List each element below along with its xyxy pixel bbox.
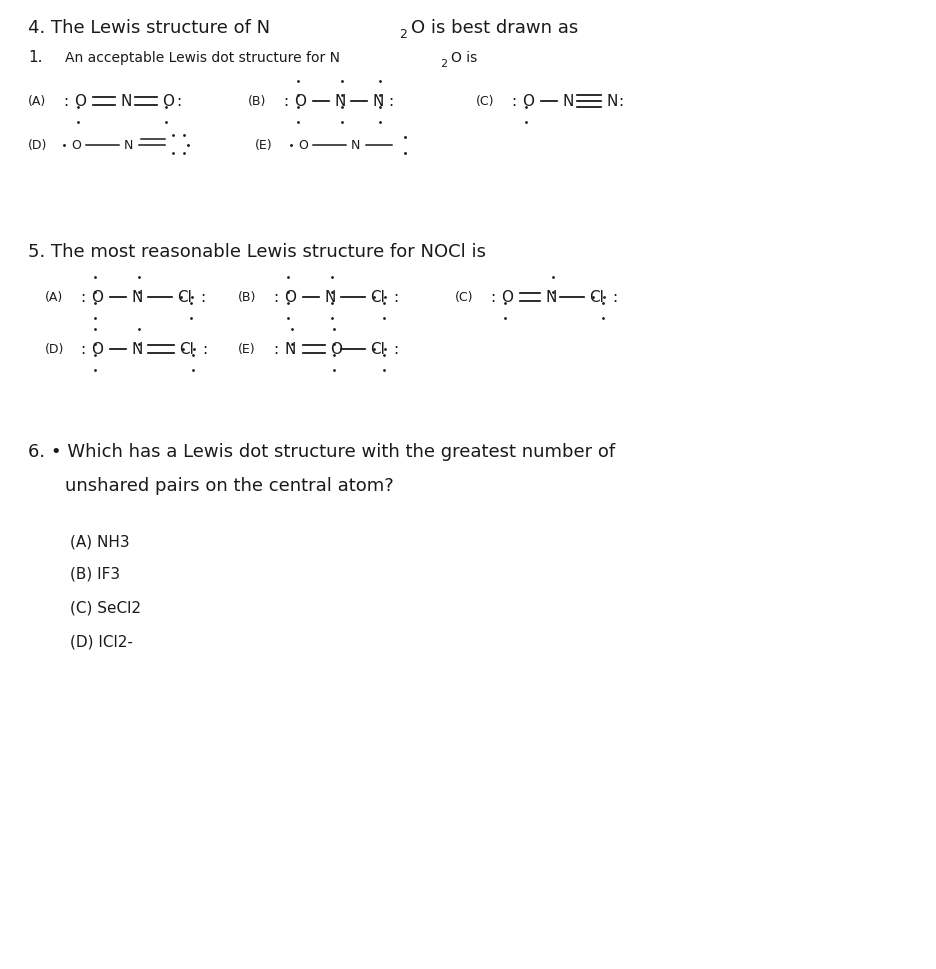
Text: :: :	[176, 94, 182, 109]
Text: Cl: Cl	[177, 290, 192, 305]
Text: :: :	[612, 290, 617, 305]
Text: O: O	[298, 140, 308, 152]
Text: 2: 2	[399, 28, 407, 42]
Text: (C): (C)	[476, 95, 494, 109]
Text: :: :	[273, 342, 278, 358]
Text: 2: 2	[440, 59, 447, 70]
Text: Cl: Cl	[589, 290, 604, 305]
Text: N: N	[606, 94, 618, 109]
Text: N: N	[372, 94, 384, 109]
Text: N: N	[334, 94, 345, 109]
Text: (C) SeCl2: (C) SeCl2	[70, 600, 141, 615]
Text: N: N	[124, 140, 133, 152]
Text: O: O	[71, 140, 80, 152]
Text: (B): (B)	[238, 292, 256, 304]
Text: O is best drawn as: O is best drawn as	[411, 19, 578, 37]
Text: O: O	[162, 94, 174, 109]
Text: Cl: Cl	[370, 342, 385, 358]
Text: (C): (C)	[455, 292, 474, 304]
Text: 1.: 1.	[28, 50, 42, 66]
Text: N: N	[351, 140, 360, 152]
Text: N: N	[120, 94, 131, 109]
Text: Cl: Cl	[370, 290, 385, 305]
Text: :: :	[80, 342, 85, 358]
Text: :: :	[393, 290, 398, 305]
Text: :: :	[202, 342, 207, 358]
Text: N: N	[562, 94, 574, 109]
Text: Cl: Cl	[179, 342, 194, 358]
Text: O: O	[91, 342, 103, 358]
Text: (B): (B)	[248, 95, 267, 109]
Text: (E): (E)	[238, 343, 256, 357]
Text: 6. • Which has a Lewis dot structure with the greatest number of: 6. • Which has a Lewis dot structure wit…	[28, 443, 615, 460]
Text: O: O	[91, 290, 103, 305]
Text: (A): (A)	[45, 292, 64, 304]
Text: (B) IF3: (B) IF3	[70, 566, 120, 580]
Text: :: :	[200, 290, 205, 305]
Text: :: :	[490, 290, 495, 305]
Text: O: O	[74, 94, 86, 109]
Text: O is: O is	[451, 51, 477, 65]
Text: (E): (E)	[255, 140, 272, 152]
Text: :: :	[511, 94, 516, 109]
Text: :: :	[393, 342, 398, 358]
Text: :: :	[80, 290, 85, 305]
Text: O: O	[284, 290, 296, 305]
Text: unshared pairs on the central atom?: unshared pairs on the central atom?	[65, 477, 394, 494]
Text: (A): (A)	[28, 95, 46, 109]
Text: An acceptable Lewis dot structure for N: An acceptable Lewis dot structure for N	[65, 51, 340, 65]
Text: O: O	[330, 342, 342, 358]
Text: :: :	[388, 94, 393, 109]
Text: :: :	[283, 94, 288, 109]
Text: 5. The most reasonable Lewis structure for NOCl is: 5. The most reasonable Lewis structure f…	[28, 243, 486, 261]
Text: O: O	[294, 94, 306, 109]
Text: 4. The Lewis structure of N: 4. The Lewis structure of N	[28, 19, 271, 37]
Text: N: N	[545, 290, 556, 305]
Text: :: :	[273, 290, 278, 305]
Text: :: :	[618, 94, 623, 109]
Text: N: N	[284, 342, 296, 358]
Text: :: :	[63, 94, 68, 109]
Text: O: O	[501, 290, 513, 305]
Text: (D): (D)	[45, 343, 65, 357]
Text: O: O	[522, 94, 534, 109]
Text: (A) NH3: (A) NH3	[70, 534, 129, 548]
Text: N: N	[131, 290, 142, 305]
Text: (D) ICl2-: (D) ICl2-	[70, 634, 133, 649]
Text: N: N	[131, 342, 142, 358]
Text: (D): (D)	[28, 140, 48, 152]
Text: N: N	[324, 290, 335, 305]
